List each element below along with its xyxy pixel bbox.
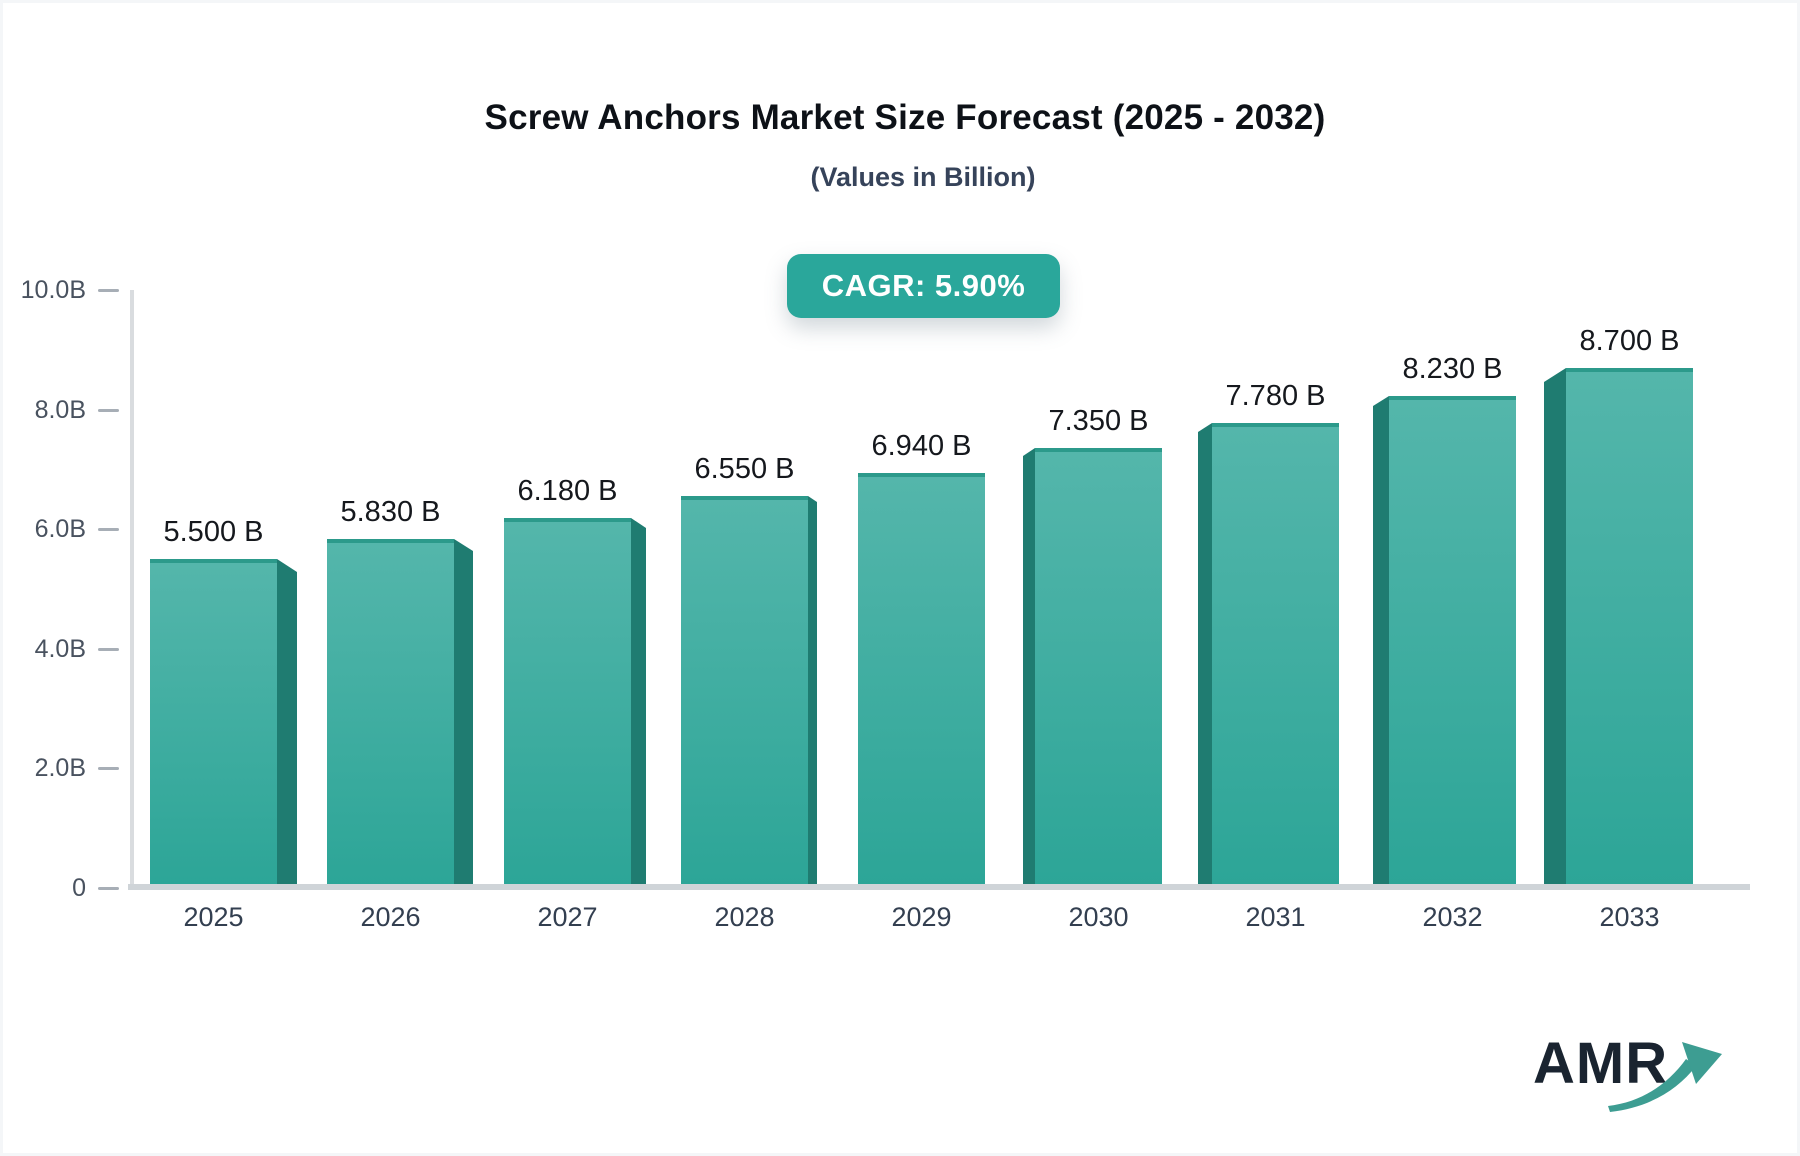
- chart-title: Screw Anchors Market Size Forecast (2025…: [484, 98, 1326, 137]
- x-tick-label-2032: 2032: [1422, 902, 1483, 932]
- cagr-badge-label: CAGR: 5.90%: [821, 268, 1026, 303]
- y-tick-label-4.0B: 4.0B: [34, 634, 86, 663]
- bar-value-label-2029: 6.940 B: [871, 430, 972, 462]
- bar-2028: [681, 496, 808, 888]
- y-tick-mark: [98, 528, 119, 532]
- x-tick-label-2028: 2028: [714, 902, 775, 932]
- y-tick-label-10.0B: 10.0B: [20, 276, 86, 304]
- bar-value-label-2032: 8.230 B: [1402, 353, 1503, 385]
- x-tick-label-2030: 2030: [1068, 902, 1129, 932]
- y-tick-label-8.0B: 8.0B: [34, 395, 86, 424]
- bar-side-left-2030: [1023, 448, 1035, 888]
- amr-logo: AMR: [1500, 1028, 1730, 1118]
- y-tick-mark: [98, 289, 119, 292]
- amr-logo-text: AMR: [1533, 1031, 1669, 1096]
- bar-value-label-2026: 5.830 B: [340, 496, 441, 528]
- bar-side-left-2031: [1198, 423, 1212, 888]
- bar-side-right-2028: [808, 496, 817, 888]
- y-tick-label-6.0B: 6.0B: [34, 515, 86, 544]
- y-tick-mark: [98, 647, 119, 651]
- bar-side-right-2027: [631, 518, 646, 888]
- bar-2029: [858, 473, 985, 888]
- y-tick-label-2.0B: 2.0B: [34, 754, 86, 783]
- bar-value-label-2030: 7.350 B: [1048, 405, 1149, 437]
- bar-2027: [504, 518, 631, 888]
- y-axis-line: [130, 290, 134, 888]
- x-axis-baseline: [128, 884, 1750, 890]
- bar-side-right-2025: [277, 559, 297, 888]
- bar-2025: [150, 559, 277, 888]
- bar-value-label-2031: 7.780 B: [1225, 380, 1326, 412]
- bar-2033: [1566, 368, 1693, 888]
- y-tick-mark: [98, 887, 119, 890]
- y-tick-label-0: 0: [72, 874, 86, 902]
- y-tick-mark: [98, 408, 119, 412]
- bar-side-left-2032: [1373, 396, 1389, 888]
- bar-2026: [327, 539, 454, 888]
- x-tick-label-2031: 2031: [1245, 902, 1306, 932]
- bar-2030: [1035, 448, 1162, 888]
- x-tick-label-2033: 2033: [1599, 902, 1660, 932]
- bar-side-right-2026: [454, 539, 473, 888]
- growth-arrow-icon: [1608, 1042, 1722, 1112]
- chart-subtitle: (Values in Billion): [810, 162, 1036, 192]
- cagr-badge: CAGR: 5.90%: [787, 254, 1060, 318]
- bar-value-label-2027: 6.180 B: [517, 475, 618, 507]
- bar-value-label-2033: 8.700 B: [1579, 325, 1680, 357]
- bar-value-label-2025: 5.500 B: [163, 516, 264, 548]
- x-tick-label-2026: 2026: [360, 902, 421, 932]
- x-tick-label-2027: 2027: [537, 902, 598, 932]
- x-tick-label-2025: 2025: [183, 902, 244, 932]
- bar-value-label-2028: 6.550 B: [694, 453, 795, 485]
- y-tick-mark: [98, 767, 119, 771]
- x-tick-label-2029: 2029: [891, 902, 952, 932]
- bar-side-left-2033: [1544, 368, 1566, 888]
- bar-2032: [1389, 396, 1516, 888]
- bar-2031: [1212, 423, 1339, 888]
